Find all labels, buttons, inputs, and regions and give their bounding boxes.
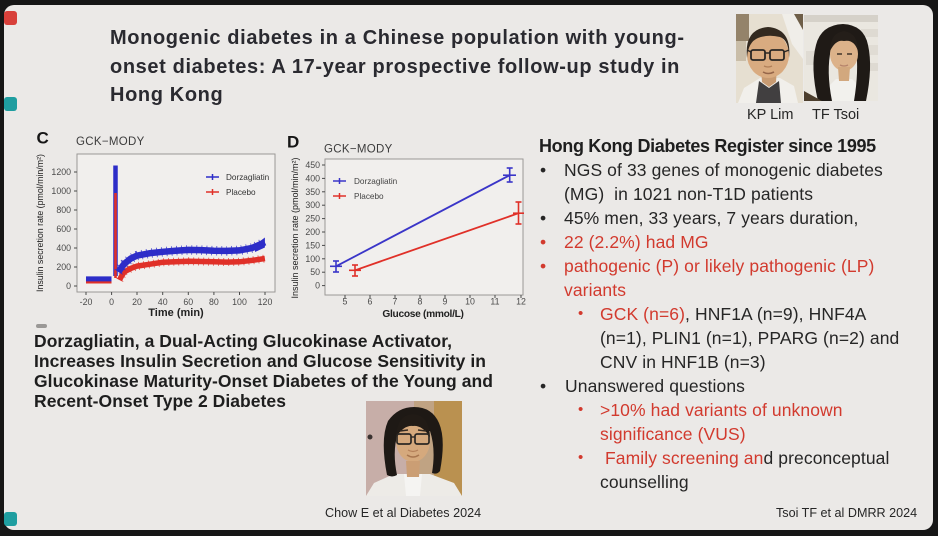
svg-text:250: 250 [305, 214, 320, 224]
svg-text:Placebo: Placebo [354, 192, 384, 201]
svg-text:0: 0 [109, 297, 114, 307]
svg-text:100: 100 [305, 254, 320, 264]
svg-text:50: 50 [310, 267, 320, 277]
svg-text:Dorzagliatin: Dorzagliatin [354, 177, 398, 186]
svg-text:Placebo: Placebo [226, 188, 256, 197]
svg-text:C: C [37, 128, 49, 147]
svg-text:0: 0 [66, 281, 71, 291]
svg-text:GCK−MODY: GCK−MODY [76, 136, 145, 148]
svg-text:11: 11 [490, 297, 499, 307]
svg-text:60: 60 [183, 297, 193, 307]
svg-text:150: 150 [305, 240, 320, 250]
svg-text:80: 80 [209, 297, 219, 307]
svg-text:200: 200 [56, 262, 71, 272]
svg-text:200: 200 [305, 227, 320, 237]
svg-text:12: 12 [516, 297, 526, 307]
svg-text:1200: 1200 [51, 167, 71, 177]
svg-text:100: 100 [232, 297, 247, 307]
svg-text:D: D [287, 133, 299, 152]
svg-text:1000: 1000 [51, 186, 71, 196]
svg-text:Insulin secretion rate (pmol/m: Insulin secretion rate (pmol/min/m²) [36, 154, 45, 292]
svg-text:120: 120 [258, 297, 273, 307]
svg-text:400: 400 [305, 173, 320, 183]
svg-text:400: 400 [56, 243, 71, 253]
svg-text:Glucose (mmol/L): Glucose (mmol/L) [382, 309, 463, 320]
svg-text:300: 300 [305, 200, 320, 210]
svg-text:40: 40 [158, 297, 168, 307]
svg-text:9: 9 [443, 297, 448, 307]
svg-text:350: 350 [305, 187, 320, 197]
svg-text:Dorzagliatin: Dorzagliatin [226, 173, 270, 182]
svg-text:Time (min): Time (min) [148, 307, 204, 319]
svg-text:600: 600 [56, 224, 71, 234]
svg-text:10: 10 [465, 297, 475, 307]
svg-text:0: 0 [315, 281, 320, 291]
svg-text:8: 8 [418, 297, 423, 307]
svg-text:20: 20 [132, 297, 142, 307]
svg-text:800: 800 [56, 205, 71, 215]
svg-text:GCK−MODY: GCK−MODY [324, 143, 393, 155]
svg-text:Insulin secretion rate (pmol/m: Insulin secretion rate (pmol/min/m²) [291, 157, 300, 298]
svg-text:5: 5 [343, 297, 348, 307]
svg-text:450: 450 [305, 160, 320, 170]
svg-text:6: 6 [368, 297, 373, 307]
svg-text:7: 7 [393, 297, 398, 307]
svg-text:-20: -20 [80, 297, 93, 307]
